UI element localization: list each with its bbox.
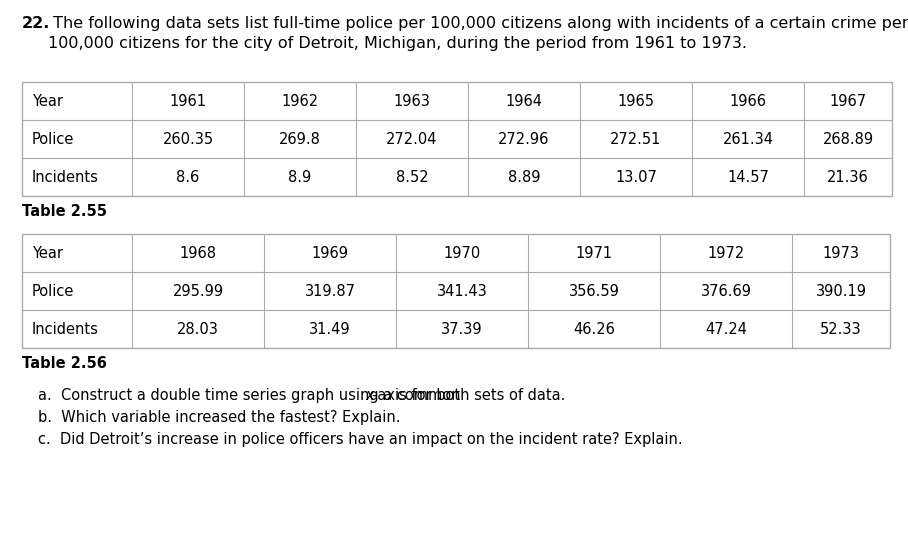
Text: 272.96: 272.96 — [498, 131, 549, 147]
Bar — [22, 82, 892, 196]
Text: 8.6: 8.6 — [176, 169, 200, 185]
Text: 1964: 1964 — [506, 94, 542, 108]
Text: 341.43: 341.43 — [437, 283, 488, 299]
Text: 1968: 1968 — [180, 245, 216, 261]
Text: x: x — [366, 388, 374, 403]
Text: 272.04: 272.04 — [386, 131, 438, 147]
Text: 1965: 1965 — [617, 94, 655, 108]
Text: c.  Did Detroit’s increase in police officers have an impact on the incident rat: c. Did Detroit’s increase in police offi… — [38, 432, 683, 447]
Text: 1973: 1973 — [823, 245, 860, 261]
Bar — [22, 234, 890, 348]
Text: 1971: 1971 — [576, 245, 613, 261]
Text: 261.34: 261.34 — [723, 131, 774, 147]
Text: 1963: 1963 — [393, 94, 430, 108]
Text: 1972: 1972 — [707, 245, 745, 261]
Text: Table 2.56: Table 2.56 — [22, 356, 107, 371]
Text: 390.19: 390.19 — [815, 283, 866, 299]
Text: Year: Year — [32, 245, 63, 261]
Text: Police: Police — [32, 283, 74, 299]
Text: 8.9: 8.9 — [289, 169, 311, 185]
Text: 1961: 1961 — [170, 94, 206, 108]
Text: 269.8: 269.8 — [279, 131, 321, 147]
Text: 1962: 1962 — [281, 94, 319, 108]
Text: 46.26: 46.26 — [573, 322, 615, 336]
Text: Table 2.55: Table 2.55 — [22, 204, 107, 219]
Text: 21.36: 21.36 — [827, 169, 869, 185]
Text: 22.: 22. — [22, 16, 50, 31]
Text: 1969: 1969 — [311, 245, 349, 261]
Text: 13.07: 13.07 — [615, 169, 656, 185]
Text: 272.51: 272.51 — [610, 131, 662, 147]
Text: 356.59: 356.59 — [568, 283, 619, 299]
Text: 14.57: 14.57 — [727, 169, 769, 185]
Text: -axis for both sets of data.: -axis for both sets of data. — [371, 388, 565, 403]
Text: 268.89: 268.89 — [823, 131, 873, 147]
Text: 1970: 1970 — [443, 245, 480, 261]
Text: 1967: 1967 — [829, 94, 866, 108]
Text: The following data sets list full-time police per 100,000 citizens along with in: The following data sets list full-time p… — [48, 16, 908, 51]
Text: Incidents: Incidents — [32, 322, 99, 336]
Text: 8.52: 8.52 — [396, 169, 429, 185]
Text: 52.33: 52.33 — [820, 322, 862, 336]
Text: Police: Police — [32, 131, 74, 147]
Text: a.  Construct a double time series graph using a common: a. Construct a double time series graph … — [38, 388, 465, 403]
Text: 8.89: 8.89 — [508, 169, 540, 185]
Text: 376.69: 376.69 — [700, 283, 752, 299]
Text: Year: Year — [32, 94, 63, 108]
Text: 31.49: 31.49 — [310, 322, 350, 336]
Text: 47.24: 47.24 — [705, 322, 747, 336]
Text: b.  Which variable increased the fastest? Explain.: b. Which variable increased the fastest?… — [38, 410, 400, 425]
Text: 260.35: 260.35 — [163, 131, 213, 147]
Text: Incidents: Incidents — [32, 169, 99, 185]
Text: 319.87: 319.87 — [304, 283, 356, 299]
Text: 295.99: 295.99 — [173, 283, 223, 299]
Text: 37.39: 37.39 — [441, 322, 483, 336]
Text: 1966: 1966 — [729, 94, 766, 108]
Text: 28.03: 28.03 — [177, 322, 219, 336]
